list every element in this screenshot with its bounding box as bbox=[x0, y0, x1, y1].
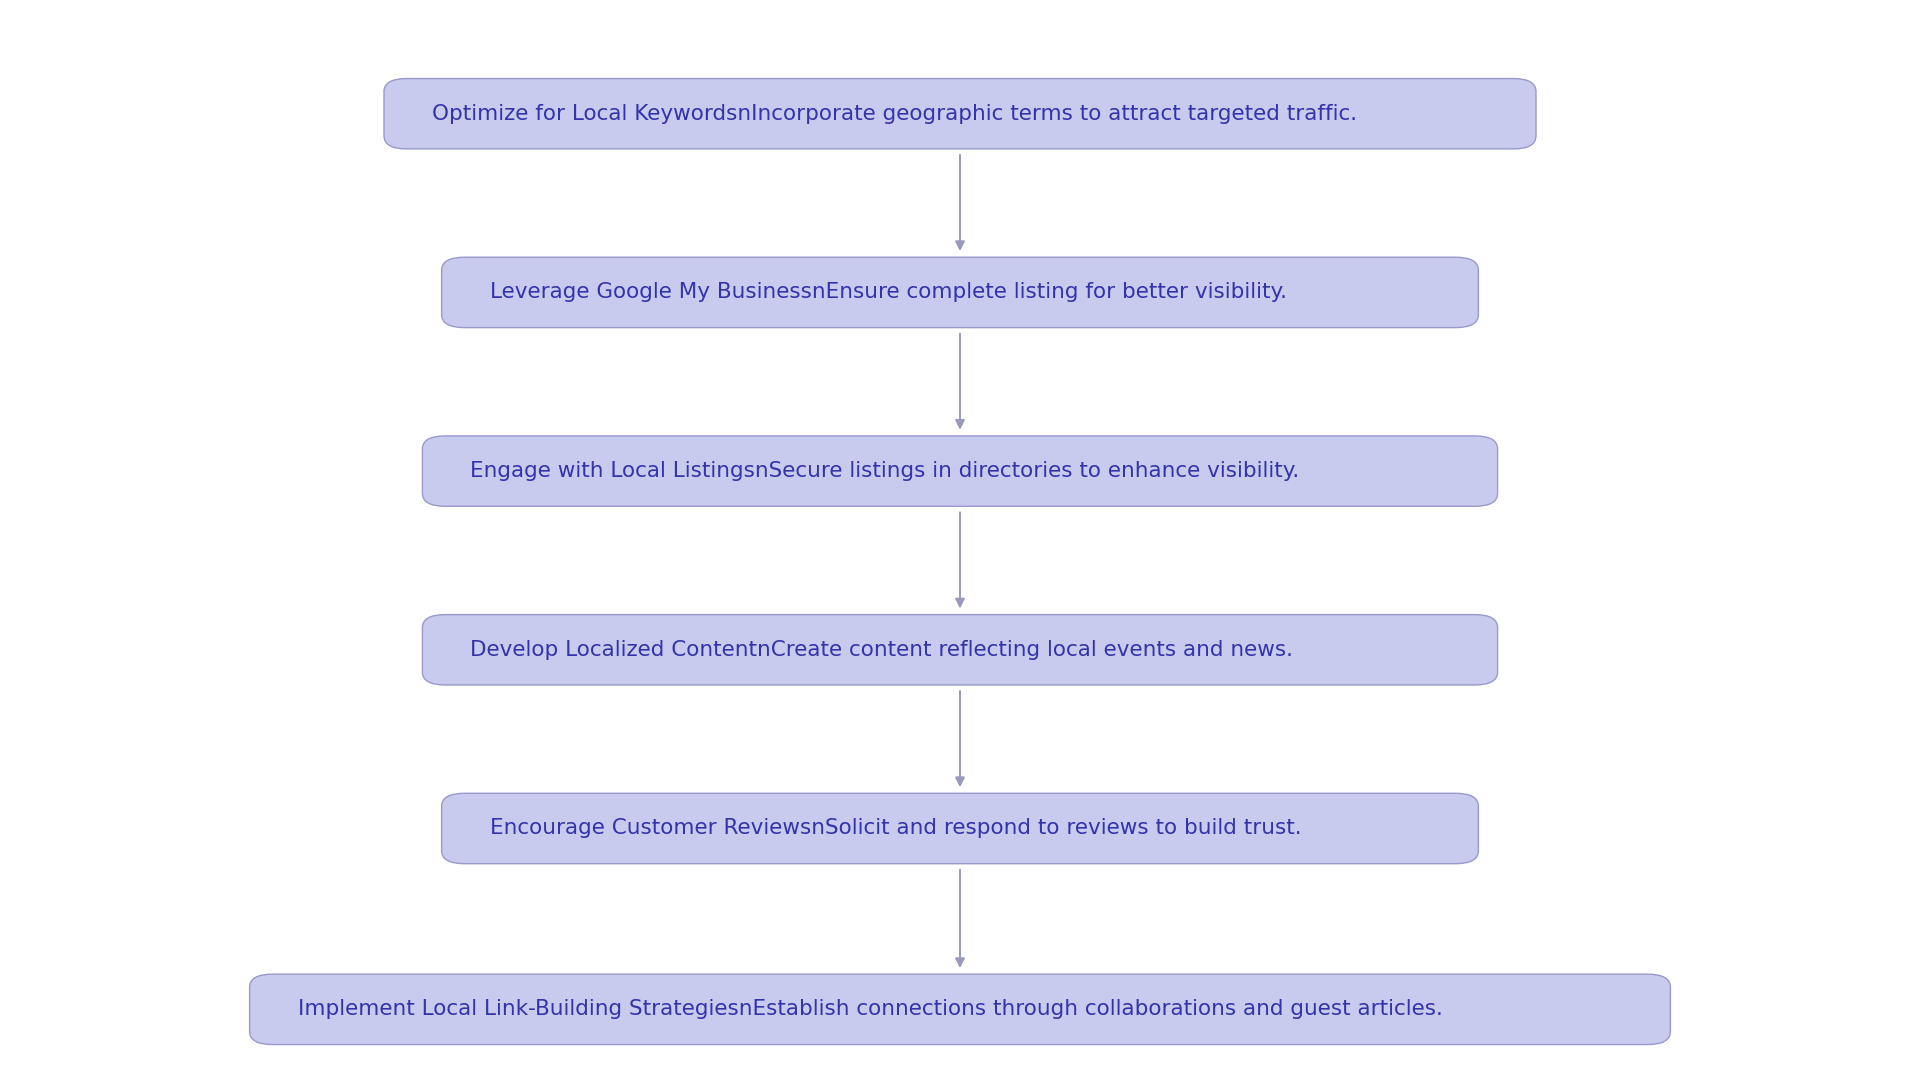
FancyBboxPatch shape bbox=[384, 79, 1536, 148]
Text: Implement Local Link-Building StrategiesnEstablish connections through collabora: Implement Local Link-Building Strategies… bbox=[298, 1000, 1442, 1019]
FancyBboxPatch shape bbox=[442, 794, 1478, 864]
Text: Leverage Google My BusinessnEnsure complete listing for better visibility.: Leverage Google My BusinessnEnsure compl… bbox=[490, 283, 1286, 302]
Text: Encourage Customer ReviewsnSolicit and respond to reviews to build trust.: Encourage Customer ReviewsnSolicit and r… bbox=[490, 819, 1302, 838]
FancyBboxPatch shape bbox=[422, 436, 1498, 507]
FancyBboxPatch shape bbox=[422, 615, 1498, 684]
Text: Engage with Local ListingsnSecure listings in directories to enhance visibility.: Engage with Local ListingsnSecure listin… bbox=[470, 461, 1300, 481]
FancyBboxPatch shape bbox=[250, 975, 1670, 1044]
FancyBboxPatch shape bbox=[442, 258, 1478, 327]
Text: Optimize for Local KeywordsnIncorporate geographic terms to attract targeted tra: Optimize for Local KeywordsnIncorporate … bbox=[432, 104, 1357, 123]
Text: Develop Localized ContentnCreate content reflecting local events and news.: Develop Localized ContentnCreate content… bbox=[470, 640, 1294, 660]
